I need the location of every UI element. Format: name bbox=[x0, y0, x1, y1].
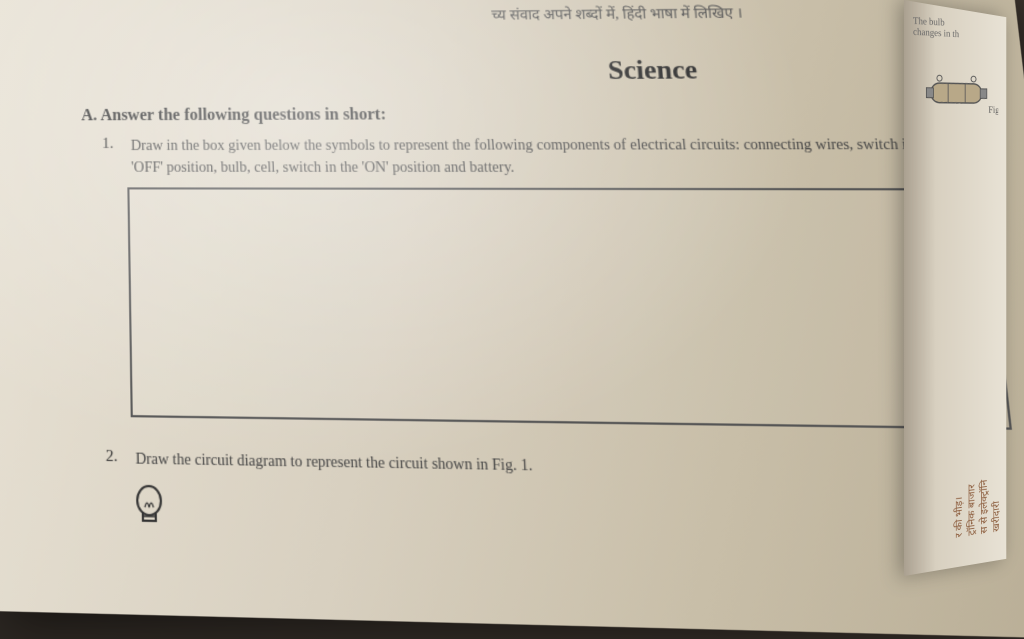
subject-heading: Science bbox=[338, 53, 980, 88]
question-2: 2. Draw the circuit diagram to represent… bbox=[106, 448, 1024, 487]
section-a-header: A. Answer the following questions in sho… bbox=[81, 104, 984, 126]
adjacent-page: The bulb changes in th Fig र की भीड़। ट्… bbox=[904, 0, 1006, 576]
fig-label: Fig bbox=[988, 105, 998, 116]
side-hindi-text: र की भीड़। ट्रॉनिक बाजार स से इलेक्ट्रॉन… bbox=[952, 478, 1002, 539]
bulb-icon bbox=[132, 485, 1024, 554]
battery-sketch: Fig bbox=[922, 68, 998, 121]
q1-text: Draw in the box given below the symbols … bbox=[131, 134, 977, 180]
answer-box-q1 bbox=[127, 187, 1012, 429]
top-hindi-instruction: च्य संवाद अपने शब्दों में, हिंदी भाषा मे… bbox=[274, 1, 973, 27]
question-1: 1. Draw in the box given below the symbo… bbox=[102, 134, 991, 180]
adjacent-page-content: The bulb changes in th Fig bbox=[904, 5, 1006, 130]
q2-text: Draw the circuit diagram to represent th… bbox=[135, 448, 1011, 486]
q2-number: 2. bbox=[106, 448, 132, 467]
q1-number: 1. bbox=[102, 136, 127, 154]
worksheet-page: च्य संवाद अपने शब्दों में, हिंदी भाषा मे… bbox=[0, 0, 1024, 639]
